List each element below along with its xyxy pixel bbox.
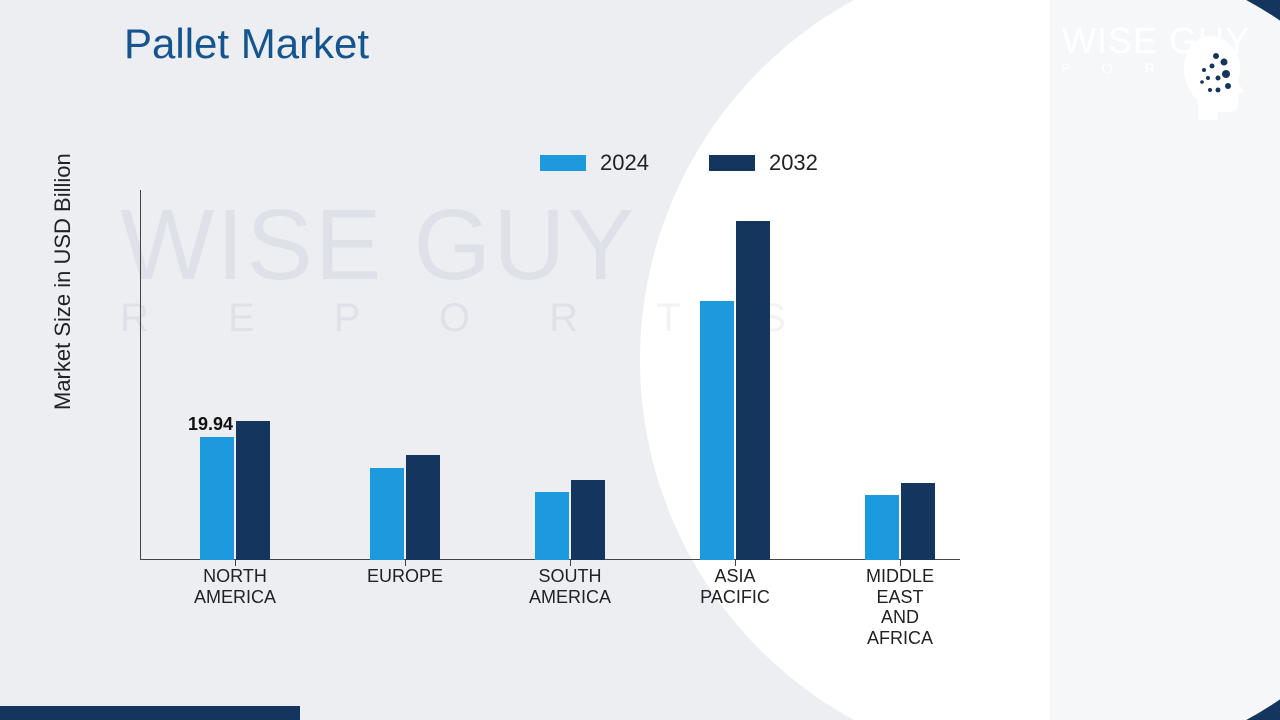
legend-label-2032: 2032 xyxy=(769,150,818,176)
bar-value-label: 19.94 xyxy=(188,414,233,435)
brand-logo: WISE GUY R E P O R T S xyxy=(972,20,1250,76)
chart-area: Market Size in USD Billion 2024 2032 19.… xyxy=(60,150,960,710)
legend-item-2032: 2032 xyxy=(709,150,818,176)
legend-swatch-2032 xyxy=(709,155,755,171)
bar-group xyxy=(535,480,605,560)
legend-swatch-2024 xyxy=(540,155,586,171)
bar xyxy=(736,221,770,560)
x-tick-label: EUROPE xyxy=(335,566,475,587)
bar xyxy=(571,480,605,560)
bar xyxy=(901,483,935,560)
bar xyxy=(535,492,569,560)
bar xyxy=(370,468,404,561)
bar xyxy=(200,437,234,560)
x-tick-label: SOUTH AMERICA xyxy=(500,566,640,607)
x-tick-label: MIDDLE EAST AND AFRICA xyxy=(830,566,970,649)
bar-group xyxy=(865,483,935,560)
bar xyxy=(865,495,899,560)
y-axis-label: Market Size in USD Billion xyxy=(50,153,76,410)
bar-group xyxy=(700,221,770,560)
x-tick-label: ASIA PACIFIC xyxy=(665,566,805,607)
legend: 2024 2032 xyxy=(540,150,818,176)
bar-group xyxy=(370,455,440,560)
head-silhouette-icon xyxy=(1168,34,1246,120)
bar-group xyxy=(200,421,270,560)
stage: Pallet Market WISE GUY R E P O R T S WIS… xyxy=(0,0,1280,720)
bar xyxy=(700,301,734,560)
bar-groups xyxy=(140,190,960,560)
legend-label-2024: 2024 xyxy=(600,150,649,176)
bar xyxy=(406,455,440,560)
x-tick-label: NORTH AMERICA xyxy=(165,566,305,607)
chart-title: Pallet Market xyxy=(124,20,369,68)
bar xyxy=(236,421,270,560)
legend-item-2024: 2024 xyxy=(540,150,649,176)
plot: 19.94 xyxy=(140,190,960,560)
